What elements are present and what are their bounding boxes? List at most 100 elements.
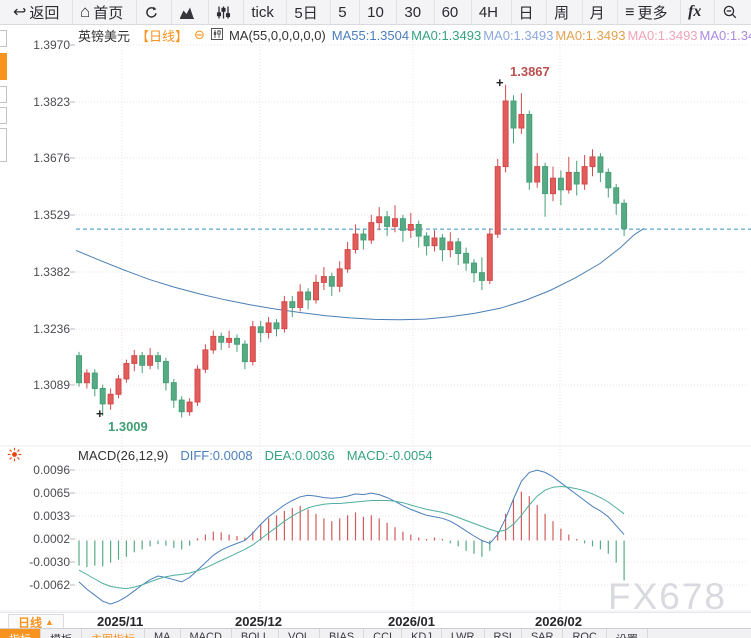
interval-10m[interactable]: 10 [359,0,391,24]
refresh-button[interactable] [135,0,166,24]
toolbar-label: 返回 [29,4,60,22]
bottom-tab-设置[interactable]: 设置 [606,629,648,638]
x-axis-label: 2025/12 [235,614,282,629]
high-annotation: 1.3867 [510,64,550,79]
side-panel-button-3[interactable] [0,107,7,124]
macd-values: DIFF:0.0008 DEA:0.0036 MACD:-0.0054 [180,448,432,463]
toolbar-label: 月 [589,4,605,22]
top-toolbar: ↩ 返回 ⌂ 首页 tick 5日 5 10 30 60 4H 日 周 月 ≡ 更多 fx [0,0,751,25]
zoom-out-icon [722,4,738,20]
dea-line [78,485,625,590]
macd-tick-label: 0.0096 [33,463,70,477]
bottom-tab-模板[interactable]: 模板 [41,629,82,638]
side-panel-button-0[interactable] [0,30,7,47]
ma-value: MA0:1.3493 [627,27,698,43]
period-tag: 【日线】 [136,28,189,44]
watermark: FX678 [608,576,728,617]
toolbar-label: 日 [518,4,534,22]
macd-tick-label: -0.0062 [29,578,70,592]
bottom-tab-MACD[interactable]: MACD [180,629,232,638]
toolbar-label: tick [251,3,274,21]
bottom-tab-BIAS[interactable]: BIAS [320,629,365,638]
price-tick-label: 1.3236 [33,322,70,336]
macd-value: DEA:0.0036 [264,448,335,463]
bottom-tab-主图指标[interactable]: 主图指标 [82,629,145,638]
bottom-tab-指标[interactable]: 指标 [0,629,41,638]
x-axis-label: 2025/11 [97,614,144,629]
x-axis-label: 2026/01 [388,614,435,629]
arrow-up-icon: ▲ [45,617,54,627]
chart-type-button[interactable] [171,0,202,24]
ma-value: MA55:1.3504 [331,27,410,43]
ma55-line [75,227,645,321]
interval-4h[interactable]: 4H [470,0,505,24]
macd-tick-label: -0.0030 [29,555,70,569]
ma-value: MA0:1.3493 [555,27,626,43]
bottom-tab-SAR[interactable]: SAR [521,629,564,638]
toolbar-label: 5日 [294,4,318,22]
x-axis-label: 2026/02 [535,614,582,629]
formula-button[interactable]: fx [680,0,708,24]
bottom-tab-bar: 指标模板主图指标MAMACDBOLLVOLBIASCCIKDJLWRRSISAR… [0,628,751,638]
macd-tick-label: 0.0065 [33,486,70,500]
macd-value: DIFF:0.0008 [180,448,253,463]
back-button[interactable]: ↩ 返回 [6,0,66,24]
bottom-tab-VOL[interactable]: VOL [279,629,321,638]
high-cross-marker: + [496,75,504,90]
interval-5d[interactable]: 5日 [286,0,324,24]
low-annotation: 1.3009 [108,419,148,434]
interval-week[interactable]: 周 [546,0,576,24]
toolbar-label: 30 [404,3,422,21]
price-tick-label: 1.3089 [33,378,70,392]
bottom-tab-ROC[interactable]: ROC [563,629,607,638]
more-button[interactable]: ≡ 更多 [617,0,674,24]
indicator-label: MA(55,0,0,0,0,0) [228,27,326,43]
price-tick-label: 1.3676 [33,151,70,165]
refresh-icon [144,5,159,20]
low-cross-marker: + [96,406,104,421]
home-button[interactable]: ⌂ 首页 [71,0,130,24]
side-panel-button-2[interactable] [0,86,7,103]
collapse-icon[interactable]: ⊖ [194,27,205,42]
time-axis-row: 日线 ▲ 2025/11 2025/12 2026/01 2026/02 [0,612,751,630]
macd-histogram [78,491,625,581]
side-panel-button-4[interactable] [0,128,7,162]
ma-value: MA0:1.349 [699,27,751,43]
indicator-settings-button[interactable] [207,0,238,24]
price-tick-label: 1.3382 [33,265,70,279]
home-icon: ⌂ [79,2,91,21]
toolbar-label: 周 [554,4,570,22]
indicator-sun-icon[interactable] [7,447,22,462]
toolbar-label: 4H [478,3,498,21]
ma-value: MA0:1.3493 [483,27,554,43]
toolbar-label: 更多 [637,4,668,22]
toolbar-label: fx [688,3,702,20]
bottom-tab-RSI[interactable]: RSI [484,629,522,638]
interval-tick[interactable]: tick [243,0,281,24]
toolbar-label: 60 [441,3,459,21]
bottom-tab-LWR[interactable]: LWR [441,629,485,638]
toolbar-label: 10 [367,3,384,21]
side-panel-button-1[interactable] [0,53,7,80]
bottom-tab-MA[interactable]: MA [145,629,181,638]
bottom-tab-KDJ[interactable]: KDJ [402,629,442,638]
price-tick-label: 1.3970 [33,38,70,52]
macd-tick-label: 0.0033 [33,509,70,523]
interval-30m[interactable]: 30 [396,0,428,24]
diff-line [78,469,625,605]
macd-title: MACD(26,12,9) [78,448,169,463]
price-tick-label: 1.3823 [33,95,70,109]
chart-header: 英镑美元 【日线】 ⊖ MA(55,0,0,0,0,0) MA55:1.3504… [78,27,751,43]
candles-layer [76,84,628,418]
bottom-tab-BOLL[interactable]: BOLL [231,629,280,638]
grid-lines [0,32,751,612]
interval-month[interactable]: 月 [581,0,612,24]
zoom-out-button[interactable] [713,0,745,24]
bottom-tab-CCI[interactable]: CCI [364,629,403,638]
interval-60m[interactable]: 60 [433,0,466,24]
interval-day[interactable]: 日 [510,0,541,24]
interval-5m[interactable]: 5 [330,0,353,24]
price-tick-label: 1.3529 [33,208,70,222]
